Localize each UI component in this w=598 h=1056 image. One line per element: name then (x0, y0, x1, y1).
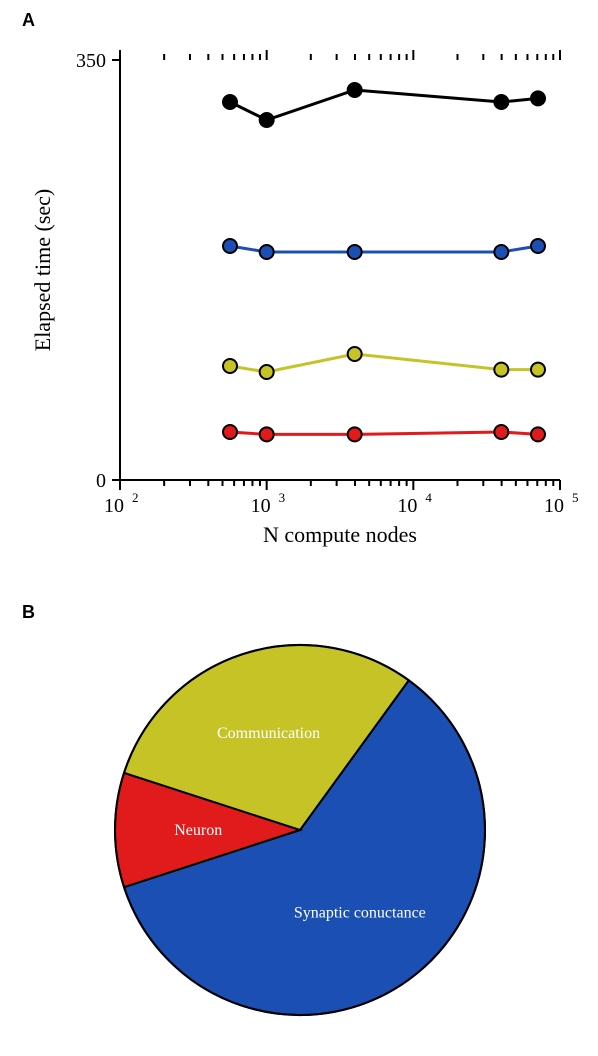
point-red (531, 427, 545, 441)
svg-text:10: 10 (544, 495, 564, 517)
point-yellow (260, 365, 274, 379)
series-black (230, 90, 538, 120)
point-blue (348, 245, 362, 259)
svg-text:10: 10 (104, 495, 124, 517)
computation-breakdown-pie: Synaptic conuctance Neuron Communication (0, 615, 598, 1045)
point-black (531, 91, 545, 105)
point-red (494, 425, 508, 439)
svg-text:0: 0 (96, 470, 106, 492)
point-black (260, 113, 274, 127)
point-black (348, 83, 362, 97)
point-blue (494, 245, 508, 259)
point-red (260, 427, 274, 441)
point-blue (223, 239, 237, 253)
elapsed-time-chart: 0 350 10 2 10 3 10 4 10 5 N compute nodes Elapsed t… (0, 0, 598, 560)
svg-text:5: 5 (572, 490, 579, 505)
point-yellow (531, 363, 545, 377)
point-blue (260, 245, 274, 259)
point-black (223, 95, 237, 109)
series-blue (230, 246, 538, 252)
point-yellow (494, 363, 508, 377)
point-yellow (348, 347, 362, 361)
svg-text:N compute nodes: N compute nodes (263, 522, 417, 547)
svg-text:350: 350 (76, 50, 106, 72)
point-red (348, 427, 362, 441)
svg-text:10: 10 (397, 495, 417, 517)
point-black (494, 95, 508, 109)
svg-text:2: 2 (132, 490, 139, 505)
svg-text:3: 3 (279, 490, 286, 505)
svg-text:Elapsed time (sec): Elapsed time (sec) (30, 189, 55, 352)
series-red (230, 432, 538, 434)
point-red (223, 425, 237, 439)
point-blue (531, 239, 545, 253)
pie-slice-label: Neuron (174, 822, 222, 839)
svg-text:10: 10 (251, 495, 271, 517)
pie-slice-label: Communication (217, 725, 320, 742)
svg-text:4: 4 (425, 490, 432, 505)
point-yellow (223, 359, 237, 373)
pie-slice-label: Synaptic conuctance (294, 904, 426, 921)
series-yellow (230, 354, 538, 372)
